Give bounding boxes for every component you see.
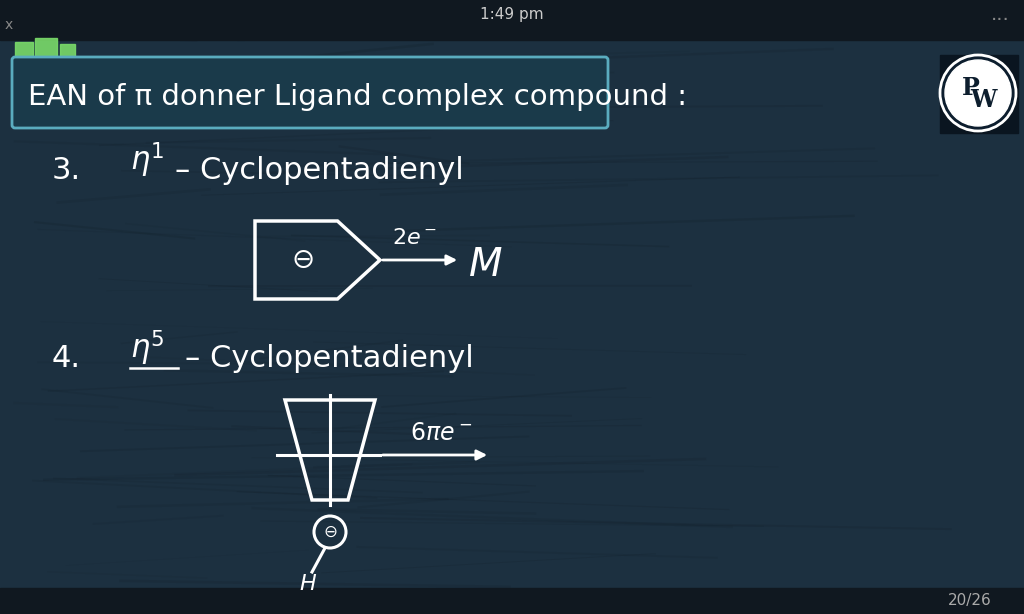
Circle shape	[940, 55, 1016, 131]
Text: 20/26: 20/26	[948, 594, 992, 608]
Text: P: P	[963, 76, 980, 100]
FancyBboxPatch shape	[12, 57, 608, 128]
Text: 4.: 4.	[52, 343, 81, 373]
Bar	[940, 55, 1018, 133]
Text: $\ominus$: $\ominus$	[291, 246, 313, 274]
Text: 1:49 pm: 1:49 pm	[480, 7, 544, 21]
Text: 3.: 3.	[52, 155, 81, 184]
Text: $\ominus$: $\ominus$	[323, 523, 337, 541]
Bar	[35, 38, 57, 73]
Text: W: W	[970, 88, 996, 112]
Text: $6\pi e^-$: $6\pi e^-$	[410, 421, 472, 445]
Bar	[15, 42, 33, 72]
Text: H: H	[300, 574, 316, 594]
Bar	[60, 44, 75, 72]
Text: $2e^-$: $2e^-$	[392, 228, 437, 248]
Text: – Cyclopentadienyl: – Cyclopentadienyl	[175, 155, 464, 184]
Circle shape	[945, 60, 1011, 126]
Text: $\eta^5$: $\eta^5$	[130, 328, 165, 368]
Bar	[0, 0, 1024, 40]
Text: $\eta^1$: $\eta^1$	[130, 140, 165, 180]
Text: – Cyclopentadienyl: – Cyclopentadienyl	[185, 343, 474, 373]
Bar	[0, 588, 1024, 614]
Text: x: x	[5, 18, 13, 32]
Text: EAN of π donner Ligand complex compound :: EAN of π donner Ligand complex compound …	[28, 83, 687, 111]
Text: ...: ...	[990, 4, 1010, 23]
Text: $M$: $M$	[468, 246, 503, 284]
